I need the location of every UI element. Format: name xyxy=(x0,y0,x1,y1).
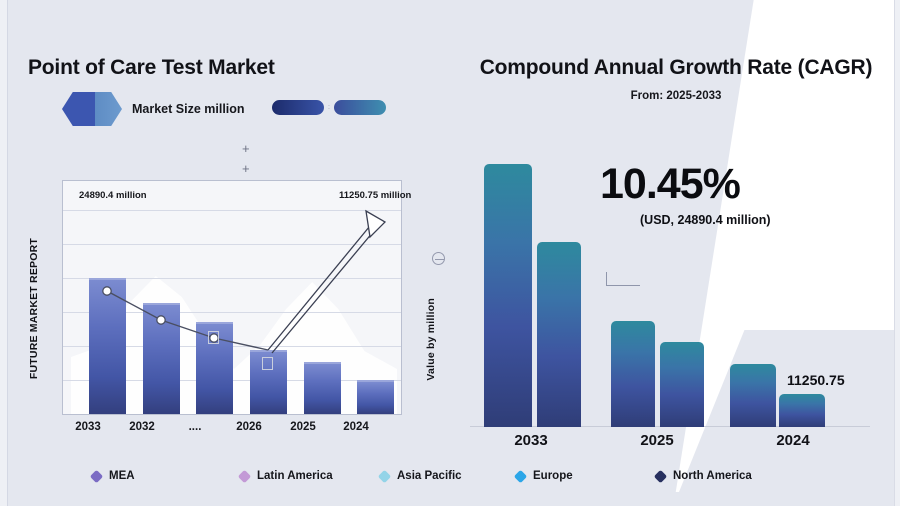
legend-label-latin-america: Latin America xyxy=(257,470,333,482)
right-bar-2033-tall xyxy=(484,164,532,427)
right-xtick-2024: 2024 xyxy=(776,432,810,449)
plus-icon-lower: + xyxy=(242,161,250,176)
right-panel-subtitle: From: 2025-2033 xyxy=(630,90,722,102)
gradient-pill-dark xyxy=(272,100,324,115)
left-panel-title: Point of Care Test Market xyxy=(28,56,275,79)
watermark-icon-b xyxy=(262,357,273,370)
bracket-accent-icon xyxy=(606,272,640,286)
legend-item-asia-pacific[interactable]: Asia Pacific xyxy=(377,469,462,483)
left-xtick-2025: 2025 xyxy=(290,421,316,433)
market-size-legend-label: Market Size million xyxy=(132,102,245,116)
legend-label-europe: Europe xyxy=(533,470,573,482)
right-bar-2024-short xyxy=(779,394,825,427)
left-chart-trend-overlay xyxy=(102,209,387,354)
watermark-icon-a xyxy=(208,331,219,344)
right-chart-end-value-label: 11250.75 xyxy=(787,372,845,388)
left-chart-value-axis-label: Value by million xyxy=(425,298,437,381)
legend-item-europe[interactable]: Europe xyxy=(513,469,573,483)
left-xtick-2033: 2033 xyxy=(75,421,101,433)
right-xtick-2025: 2025 xyxy=(640,432,674,449)
left-bar-2033 xyxy=(89,278,126,414)
circle-minus-icon xyxy=(432,252,445,265)
legend-dot-asia-pacific xyxy=(377,469,392,483)
right-bar-2033-short xyxy=(537,242,581,427)
right-bar-2024-tall xyxy=(730,364,776,427)
left-edge-strip xyxy=(0,0,8,506)
right-bar-2025-short xyxy=(660,342,704,427)
right-panel-title: Compound Annual Growth Rate (CAGR) xyxy=(479,56,873,79)
left-xtick-2026: 2026 xyxy=(236,421,262,433)
pill-separator: : xyxy=(328,104,330,111)
legend-dot-latin-america xyxy=(237,469,252,483)
left-bar-2026 xyxy=(250,350,287,414)
cagr-value: 10.45% xyxy=(600,160,741,208)
legend-item-latin-america[interactable]: Latin America xyxy=(237,469,333,483)
gradient-pill-teal xyxy=(333,100,386,115)
left-chart-plot-area xyxy=(62,180,402,415)
left-chart-y-axis-label: FUTURE MARKET REPORT xyxy=(28,238,40,380)
left-xtick-2024: 2024 xyxy=(343,421,369,433)
legend-label-mea: MEA xyxy=(109,470,135,482)
legend-label-asia-pacific: Asia Pacific xyxy=(397,470,462,482)
growth-arrow-icon xyxy=(267,209,387,354)
legend-item-mea[interactable]: MEA xyxy=(89,469,135,483)
right-xtick-2033: 2033 xyxy=(514,432,548,449)
left-chart-low-value-tag: 11250.75 million xyxy=(339,190,412,201)
hexagon-logo-icon xyxy=(62,92,122,126)
legend-dot-mea xyxy=(89,469,104,483)
region-legend: MEA Latin America Asia Pacific Europe No… xyxy=(0,465,900,487)
left-xtick-dots: .... xyxy=(188,421,202,433)
legend-item-north-america[interactable]: North America xyxy=(653,469,752,483)
gradient-pill-group: : xyxy=(272,100,386,115)
right-bar-2025-tall xyxy=(611,321,655,427)
legend-dot-north-america xyxy=(653,469,668,483)
cagr-note: (USD, 24890.4 million) xyxy=(640,213,771,227)
market-size-legend: Market Size million xyxy=(62,92,245,126)
plus-icon-upper: + xyxy=(242,141,250,156)
legend-label-north-america: North America xyxy=(673,470,752,482)
legend-dot-europe xyxy=(513,469,528,483)
left-xtick-2032: 2032 xyxy=(129,421,155,433)
bottom-background-strip xyxy=(0,492,900,506)
left-chart-high-value-tag: 24890.4 million xyxy=(79,190,147,201)
left-bar-2024 xyxy=(357,380,394,414)
right-edge-strip xyxy=(894,0,900,506)
left-bar-2025 xyxy=(304,362,341,414)
